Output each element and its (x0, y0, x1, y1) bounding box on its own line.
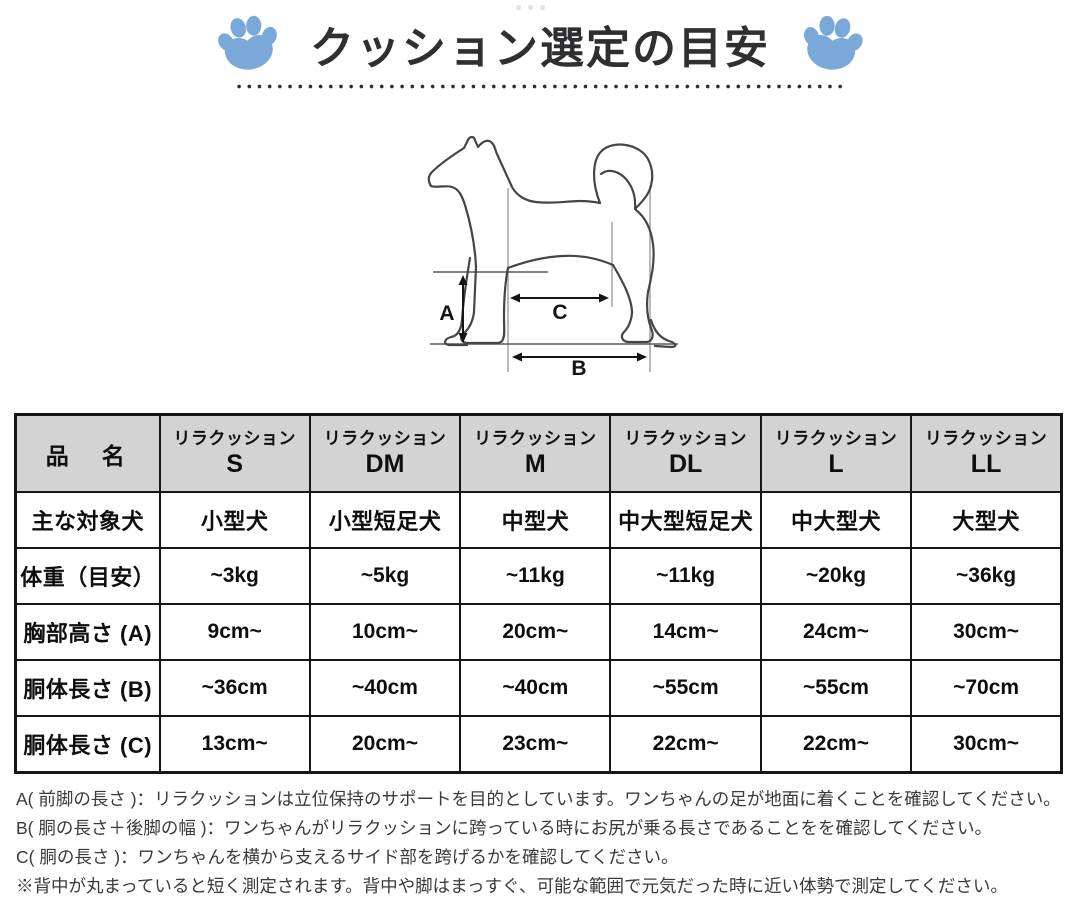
brand-label: リラクッション (323, 429, 447, 449)
column-header-ll: リラクッション LL (910, 413, 1063, 493)
dimension-c-label: C (552, 301, 567, 324)
dotted-divider (234, 84, 846, 89)
cell-value: 大型犬 (952, 509, 1020, 534)
table-header-row: 品 名 リラクッション S リラクッション DM リラクッション M リラクッシ… (14, 413, 1063, 493)
cell-value: 22cm~ (802, 731, 869, 755)
table-row-body-length-c: 胴体長さ (C) 13cm~ 20cm~ 23cm~ 22cm~ 22cm~ 3… (14, 715, 1063, 773)
cell-value: 小型短足犬 (328, 509, 442, 534)
row-label: 胴体長さ (C) (23, 732, 153, 758)
dimension-a-label: A (439, 302, 454, 325)
dog-far-front-leg-outline (444, 256, 472, 347)
cell-value: ~40cm (502, 676, 569, 699)
note-line-a: A( 前脚の長さ )：リラクッションは立位保持のサポートを目的としています。ワン… (16, 789, 1061, 809)
cell-value: ~55cm (802, 676, 869, 699)
cell-value: ~11kg (505, 564, 565, 587)
dog-head-back-outline (427, 135, 602, 205)
row-label: 主な対象犬 (31, 509, 144, 534)
size-label: L (828, 450, 844, 479)
column-header-l: リラクッション L (759, 413, 913, 493)
column-header-s: リラクッション S (158, 413, 311, 493)
paw-print-icon (803, 15, 863, 70)
cell-value: ~3kg (210, 564, 259, 587)
table-row-weight: 体重（目安） ~3kg ~5kg ~11kg ~11kg ~20kg ~36kg (14, 547, 1063, 605)
note-line-b: B( 胴の長さ＋後脚の幅 )：ワンちゃんがリラクッションに跨っている時にお尻が乗… (16, 818, 992, 838)
table-row-target-dog: 主な対象犬 小型犬 小型短足犬 中型犬 中大型短足犬 中大型犬 大型犬 (14, 491, 1063, 549)
size-label: DM (365, 450, 405, 479)
cell-value: 30cm~ (953, 620, 1020, 643)
column-header-m: リラクッション M (459, 413, 612, 493)
cell-value: 22cm~ (652, 731, 719, 755)
size-label: M (524, 450, 546, 479)
cell-value: 23cm~ (502, 731, 569, 755)
cell-value: ~40cm (352, 676, 418, 699)
brand-label: リラクッション (774, 429, 898, 449)
size-chart-table: 品 名 リラクッション S リラクッション DM リラクッション M リラクッシ… (14, 413, 1063, 774)
size-label: LL (970, 450, 1002, 479)
cell-value: 13cm~ (201, 731, 268, 755)
row-label: 胸部高さ (A) (23, 621, 153, 646)
brand-label: リラクッション (624, 429, 747, 449)
product-name-header: 品 名 (14, 413, 161, 493)
brand-label: リラクッション (474, 429, 597, 449)
cell-value: 24cm~ (802, 620, 869, 643)
cell-value: 中大型犬 (790, 509, 881, 534)
cell-value: ~36kg (956, 564, 1017, 587)
note-line-c: C( 胴の長さ )：ワンちゃんを横から支えるサイド部を跨げるかを確認してください… (16, 847, 679, 867)
column-header-dl: リラクッション DL (609, 413, 762, 493)
dog-rear-leg-outline (611, 208, 655, 344)
dog-belly-outline (506, 254, 615, 270)
dog-chest-outline (429, 184, 478, 269)
dog-measurement-diagram: A C B (413, 128, 697, 386)
dog-outline-drawing: A C B (427, 135, 678, 380)
cell-value: 9cm~ (207, 620, 262, 643)
cell-value: ~55cm (652, 676, 719, 699)
cell-value: ~5kg (360, 564, 410, 587)
brand-label: リラクッション (173, 429, 296, 449)
cell-value: 14cm~ (652, 620, 719, 643)
dog-front-leg-outline (460, 265, 510, 345)
paw-print-icon (218, 15, 277, 70)
note-line-caution: ※背中が丸まっていると短く測定されます。背中や脚はまっすぐ、可能な範囲で元気だっ… (16, 876, 1008, 896)
product-name-header-label: 品 名 (45, 442, 130, 469)
table-row-body-length-b: 胴体長さ (B) ~36cm ~40cm ~40cm ~55cm ~55cm ~… (14, 659, 1063, 717)
row-label: 胴体長さ (B) (23, 677, 153, 702)
header: クッション選定の目安 (0, 6, 1080, 82)
row-label: 体重（目安） (20, 565, 156, 590)
cell-value: 中大型短足犬 (618, 509, 754, 534)
measurement-notes: A( 前脚の長さ )：リラクッションは立位保持のサポートを目的としています。ワン… (16, 785, 1072, 901)
cell-value: ~11kg (656, 564, 716, 587)
cell-value: ~20kg (805, 564, 867, 587)
cell-value: ~36cm (201, 676, 268, 699)
size-label: S (226, 450, 243, 479)
page-title: クッション選定の目安 (310, 24, 770, 73)
cell-value: 30cm~ (953, 731, 1020, 755)
cell-value: 20cm~ (352, 731, 418, 755)
cell-value: ~70cm (953, 676, 1020, 699)
dog-far-rear-foot-outline (649, 318, 677, 349)
cell-value: 20cm~ (502, 620, 569, 643)
brand-label: リラクッション (924, 429, 1048, 449)
column-header-dm: リラクッション DM (308, 413, 462, 493)
cell-value: 中型犬 (501, 509, 570, 534)
dimension-b-label: B (571, 357, 586, 380)
table-row-chest-height-a: 胸部高さ (A) 9cm~ 10cm~ 20cm~ 14cm~ 24cm~ 30… (14, 603, 1063, 661)
size-label: DL (668, 450, 703, 479)
faint-dots-decoration (516, 5, 545, 10)
cell-value: 小型犬 (200, 509, 269, 534)
dog-tail-outline (593, 143, 654, 211)
cell-value: 10cm~ (352, 620, 418, 643)
